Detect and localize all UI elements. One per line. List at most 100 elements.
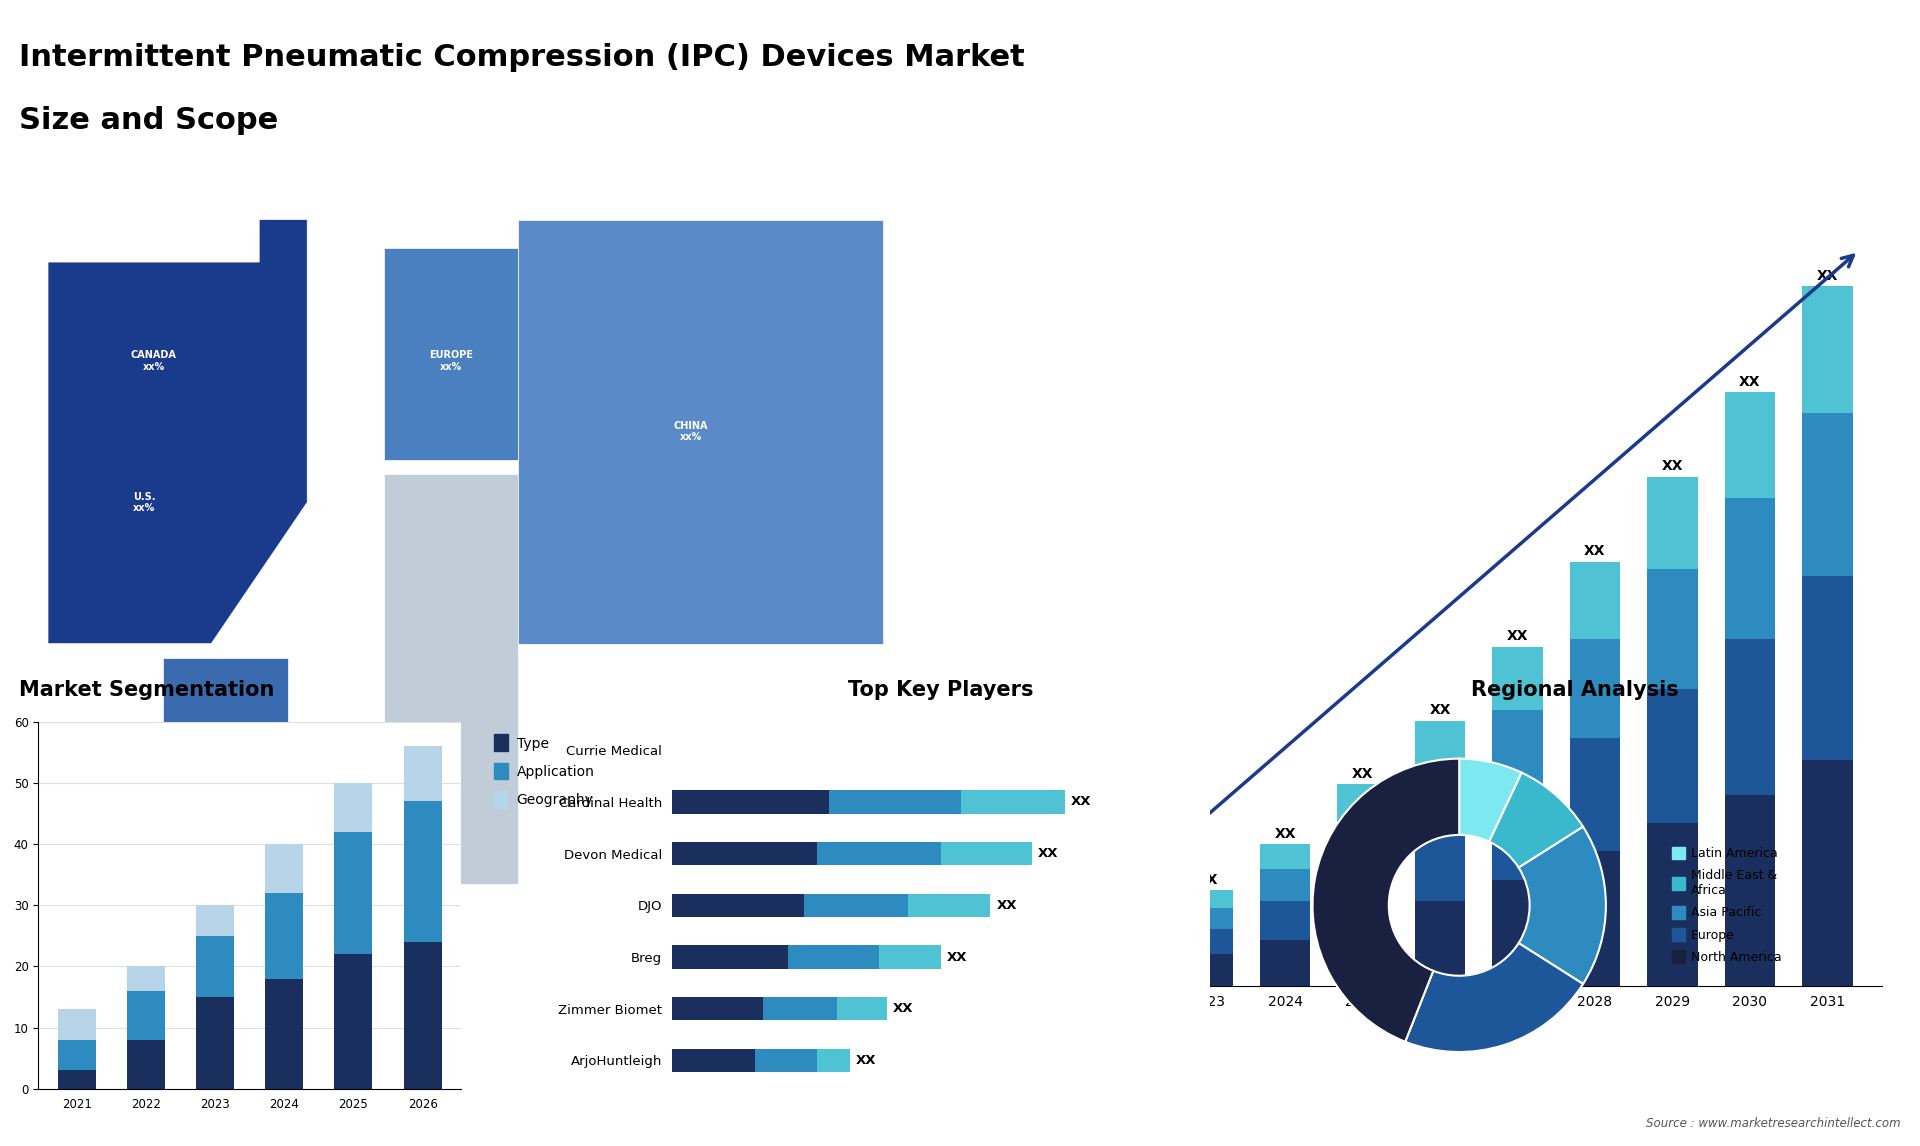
Bar (1415, 770, 1465, 830)
Bar (403, 942, 442, 1089)
Bar (1492, 711, 1542, 787)
Text: Top Key Players: Top Key Players (849, 681, 1033, 700)
Text: U.S.
xx%: U.S. xx% (132, 492, 156, 513)
Bar (1183, 929, 1233, 953)
Bar (1027, 953, 1077, 959)
Bar (1104, 927, 1156, 937)
Bar (1724, 795, 1776, 986)
Text: XX: XX (1196, 872, 1219, 887)
Bar (908, 894, 991, 917)
Text: Size and Scope: Size and Scope (19, 107, 278, 135)
Bar (672, 791, 829, 814)
Bar (1104, 950, 1156, 966)
Bar (672, 894, 804, 917)
Bar (941, 842, 1031, 865)
Bar (755, 1049, 816, 1072)
Legend: Type, Application, Geography: Type, Application, Geography (490, 729, 601, 814)
Bar (672, 1049, 755, 1072)
Wedge shape (1490, 772, 1584, 868)
Text: XX: XX (1428, 704, 1452, 717)
Text: XX: XX (947, 950, 968, 964)
Bar (1183, 953, 1233, 986)
Wedge shape (1405, 943, 1584, 1052)
Bar (762, 997, 837, 1020)
Bar (1027, 975, 1077, 986)
Bar (1415, 830, 1465, 901)
Bar (1571, 738, 1620, 851)
Legend: Latin America, Middle East &
Africa, Asia Pacific, Europe, North America: Latin America, Middle East & Africa, Asi… (1667, 841, 1786, 970)
Bar (403, 801, 442, 942)
Bar (403, 746, 442, 801)
Text: CANADA
xx%: CANADA xx% (131, 351, 177, 371)
Bar (1104, 937, 1156, 950)
Text: XX: XX (893, 1003, 914, 1015)
Bar (672, 842, 816, 865)
Polygon shape (384, 248, 518, 460)
Text: XX: XX (1352, 767, 1373, 780)
Bar (1571, 639, 1620, 738)
Bar (1803, 286, 1853, 414)
Text: XX: XX (1740, 375, 1761, 388)
Text: XX: XX (856, 1054, 877, 1067)
Bar (1338, 869, 1388, 923)
Text: XX: XX (1507, 629, 1528, 643)
Bar (1415, 721, 1465, 770)
Bar (58, 1070, 96, 1089)
Text: XX: XX (1071, 795, 1092, 808)
Polygon shape (48, 220, 307, 644)
Polygon shape (163, 658, 288, 955)
Bar (1492, 787, 1542, 880)
Text: Source : www.marketresearchintellect.com: Source : www.marketresearchintellect.com (1645, 1116, 1901, 1130)
Text: XX: XX (1584, 544, 1605, 558)
Bar (837, 997, 887, 1020)
Bar (127, 966, 165, 991)
Bar (1647, 689, 1697, 823)
Bar (1647, 568, 1697, 689)
Bar (196, 905, 234, 936)
Bar (1260, 940, 1309, 986)
Text: Intermittent Pneumatic Compression (IPC) Devices Market: Intermittent Pneumatic Compression (IPC)… (19, 42, 1025, 72)
Bar (1027, 966, 1077, 975)
Bar (1571, 562, 1620, 639)
Bar (1647, 823, 1697, 986)
Bar (1803, 760, 1853, 986)
Bar (1492, 880, 1542, 986)
Text: Regional Analysis: Regional Analysis (1471, 681, 1678, 700)
Bar (265, 979, 303, 1089)
Bar (1260, 845, 1309, 869)
Bar (58, 1010, 96, 1039)
Bar (265, 893, 303, 979)
Bar (196, 936, 234, 997)
Bar (672, 945, 787, 968)
Bar (1724, 392, 1776, 499)
Bar (265, 845, 303, 893)
Bar (1492, 646, 1542, 711)
Bar (1571, 851, 1620, 986)
Text: EUROPE
xx%: EUROPE xx% (430, 351, 472, 371)
Bar (1724, 499, 1776, 639)
Bar (1724, 639, 1776, 795)
Bar (816, 842, 941, 865)
Bar (1803, 576, 1853, 760)
Bar (879, 945, 941, 968)
Polygon shape (384, 474, 518, 884)
Bar (58, 1039, 96, 1070)
Wedge shape (1459, 759, 1523, 841)
Text: Market Segmentation: Market Segmentation (19, 681, 275, 700)
Bar (1338, 784, 1388, 823)
Bar (127, 991, 165, 1039)
Bar (829, 791, 962, 814)
Bar (1338, 823, 1388, 869)
Bar (127, 1039, 165, 1089)
Text: XX: XX (996, 898, 1018, 912)
Bar (962, 791, 1066, 814)
Text: XX: XX (1119, 910, 1140, 924)
Bar (787, 945, 879, 968)
Bar (1647, 477, 1697, 568)
Bar (1183, 890, 1233, 908)
Bar (334, 955, 372, 1089)
Text: XX: XX (1043, 936, 1064, 950)
Bar (1183, 908, 1233, 929)
Polygon shape (518, 220, 883, 644)
Bar (672, 997, 762, 1020)
